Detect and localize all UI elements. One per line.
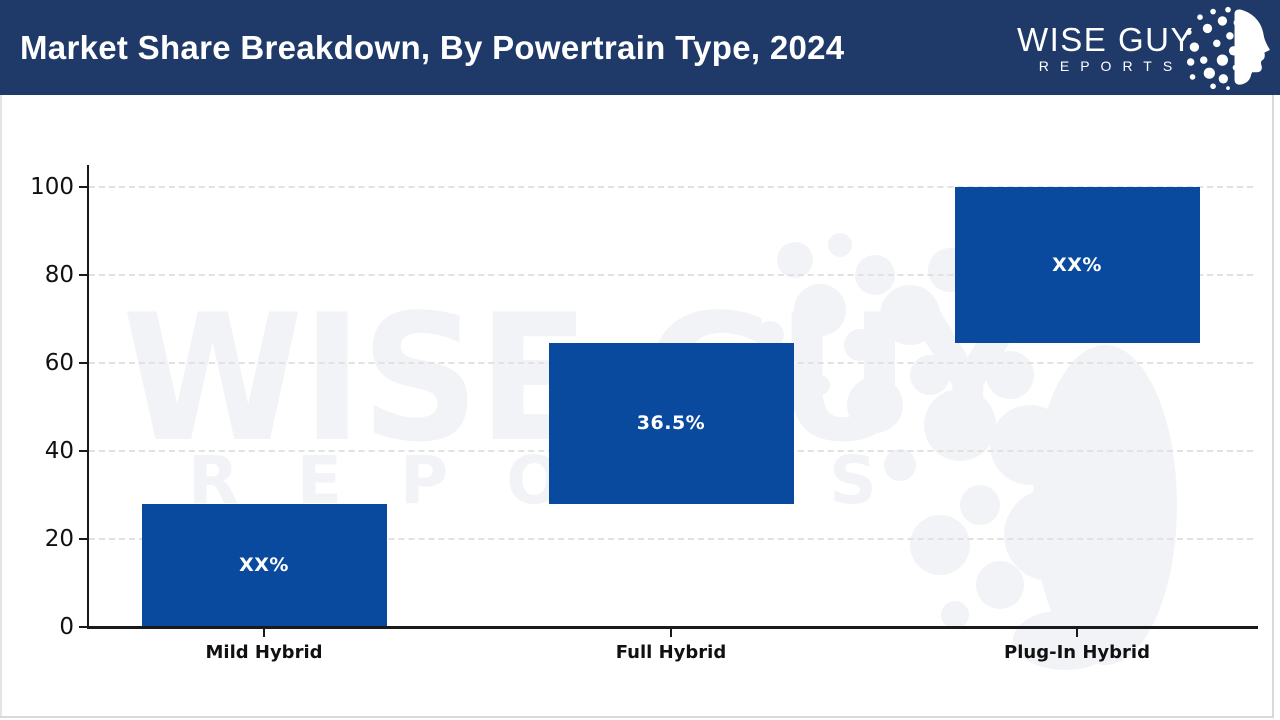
bar-value-label-plug-in-hybrid: XX%	[1052, 254, 1102, 277]
y-tick-100	[79, 186, 87, 188]
header-bar: Market Share Breakdown, By Powertrain Ty…	[0, 0, 1280, 95]
gridline-100	[89, 186, 1253, 188]
logo-face-icon	[1186, 6, 1270, 90]
bar-value-label-mild-hybrid: XX%	[239, 554, 289, 577]
y-tick-0	[79, 626, 87, 628]
x-axis-label-full-hybrid: Full Hybrid	[615, 642, 727, 663]
x-axis-label-mild-hybrid: Mild Hybrid	[205, 642, 323, 663]
bar-plug-in-hybrid: XX%	[954, 187, 1200, 344]
bar-mild-hybrid: XX%	[141, 503, 387, 627]
x-axis-label-plug-in-hybrid: Plug-In Hybrid	[1004, 642, 1150, 663]
y-tick-80	[79, 274, 87, 276]
y-axis-label-20: 20	[44, 526, 74, 552]
y-tick-60	[79, 362, 87, 364]
bar-full-hybrid: 36.5%	[548, 343, 794, 504]
x-tick-full-hybrid	[670, 629, 672, 637]
y-tick-40	[79, 450, 87, 452]
gridline-20	[89, 538, 1253, 540]
logo-primary-text: WISE GUY	[1016, 20, 1194, 58]
bar-value-label-full-hybrid: 36.5%	[636, 412, 706, 435]
logo-text: WISE GUY REPORTS	[1017, 22, 1194, 75]
wise-guy-logo: WISE GUY REPORTS	[1017, 6, 1276, 90]
frame-border-left	[0, 95, 2, 717]
y-axis-line	[87, 165, 89, 627]
y-axis-label-40: 40	[44, 438, 74, 464]
frame-border-right	[1272, 95, 1274, 717]
logo-secondary-text: REPORTS	[1038, 58, 1184, 75]
y-axis-label-80: 80	[44, 262, 74, 288]
y-axis-label-0: 0	[59, 614, 74, 640]
chart-title: Market Share Breakdown, By Powertrain Ty…	[20, 28, 845, 66]
x-tick-mild-hybrid	[263, 629, 265, 637]
y-axis-label-100: 100	[30, 174, 74, 200]
frame-border-bottom	[0, 716, 1274, 718]
y-tick-20	[79, 538, 87, 540]
y-axis-label-60: 60	[44, 350, 74, 376]
gridline-80	[89, 274, 1253, 276]
x-axis-line	[87, 626, 1258, 629]
x-tick-plug-in-hybrid	[1076, 629, 1078, 637]
